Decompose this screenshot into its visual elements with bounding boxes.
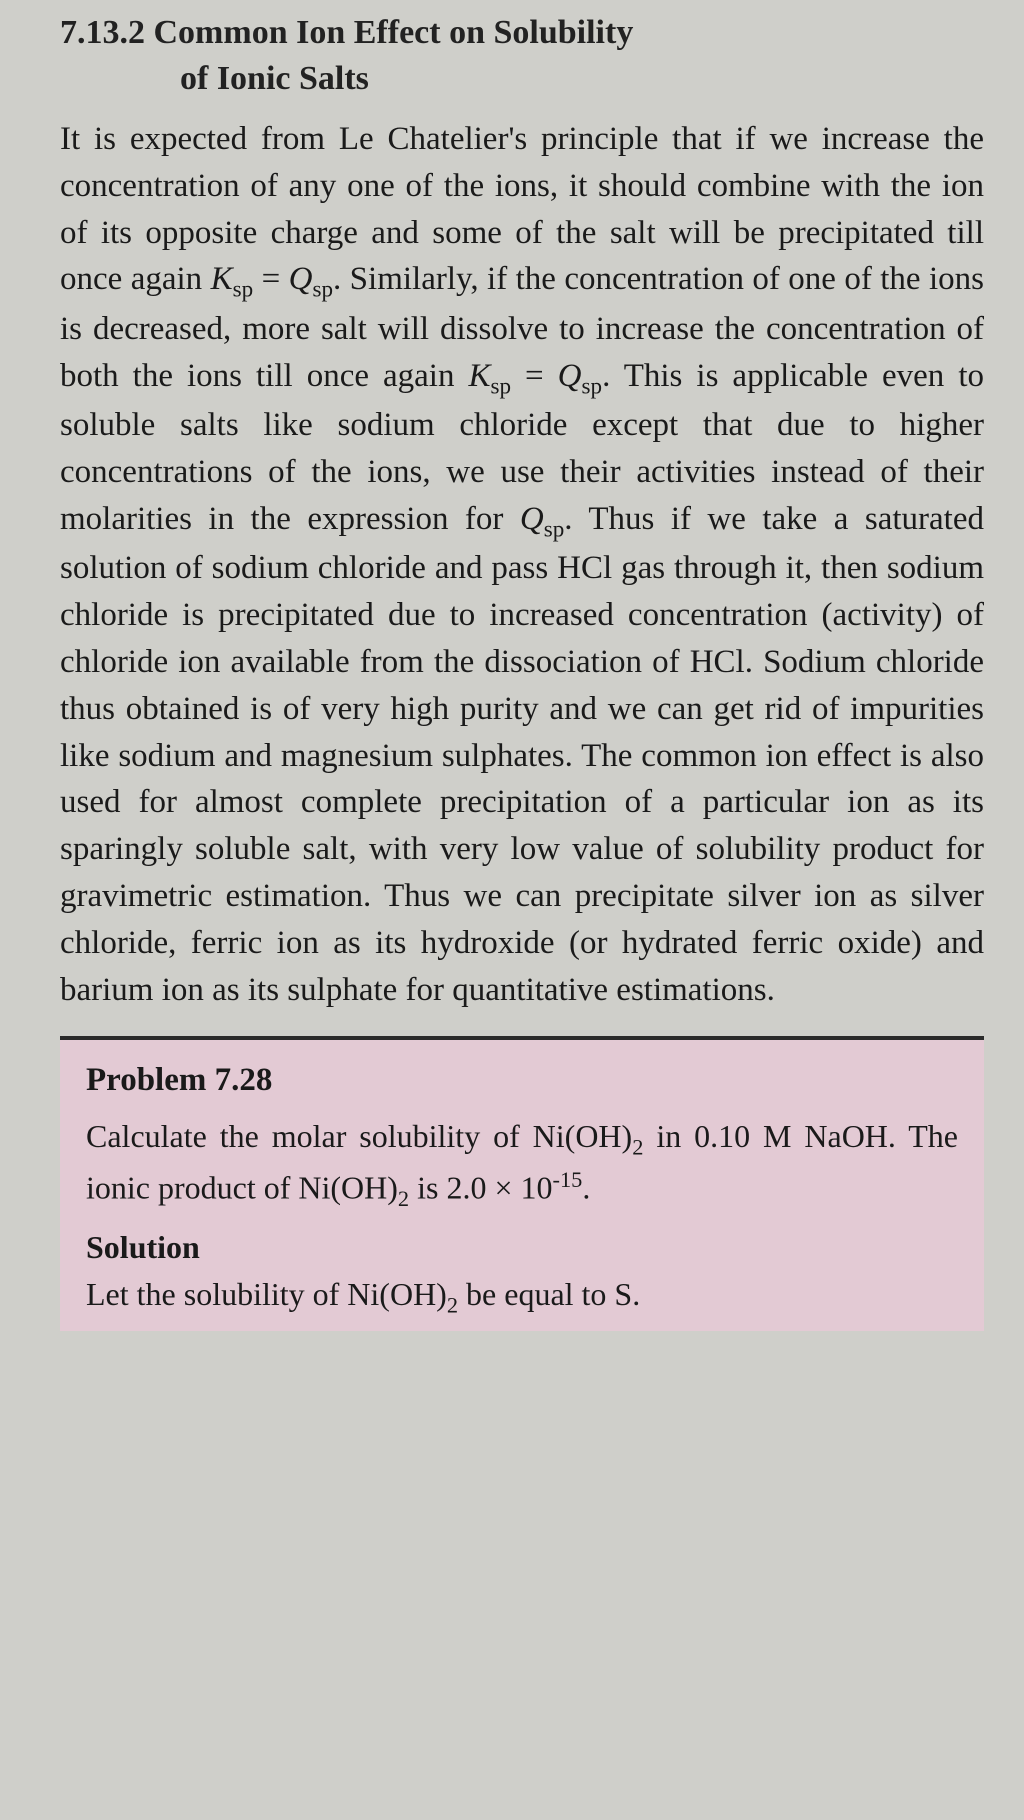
ksp-subscript: sp — [233, 276, 254, 302]
qsp-symbol: Q — [289, 261, 313, 297]
body-paragraph: It is expected from Le Chatelier's princ… — [60, 116, 984, 1014]
body-text-d: . Thus if we take a saturated solution o… — [60, 501, 984, 1008]
section-title-line2: of Ionic Salts — [60, 60, 369, 97]
section-title-line1: Common Ion Effect on Solubility — [154, 14, 634, 51]
problem-label: Problem 7.28 — [86, 1062, 958, 1099]
problem-sup-neg15: -15 — [553, 1167, 583, 1192]
solution-label: Solution — [86, 1229, 958, 1266]
ksp2-subscript: sp — [490, 372, 511, 398]
qsp2-subscript: sp — [582, 372, 603, 398]
ksp-symbol: K — [211, 261, 233, 297]
problem-statement: Calculate the molar solubility of Ni(OH)… — [86, 1113, 958, 1215]
section-heading: 7.13.2 Common Ion Effect on Solubility o… — [60, 10, 984, 102]
ksp2-symbol: K — [468, 358, 490, 394]
section-number: 7.13.2 — [60, 14, 145, 51]
problem-sub2-b: 2 — [398, 1186, 409, 1211]
problem-text-a: Calculate the molar solubility of Ni(OH) — [86, 1118, 632, 1154]
problem-text-c: is 2.0 × 10 — [409, 1169, 552, 1205]
qsp2-symbol: Q — [558, 358, 582, 394]
problem-text-d: . — [582, 1169, 590, 1205]
solution-text-b: be equal to S. — [458, 1276, 640, 1312]
qsp-subscript: sp — [312, 276, 333, 302]
solution-sub2: 2 — [447, 1292, 458, 1317]
solution-text-a: Let the solubility of Ni(OH) — [86, 1276, 447, 1312]
qsp3-subscript: sp — [544, 515, 565, 541]
solution-text: Let the solubility of Ni(OH)2 be equal t… — [86, 1272, 958, 1321]
problem-box: Problem 7.28 Calculate the molar solubil… — [60, 1036, 984, 1331]
equals-1: = — [253, 261, 288, 297]
qsp3-symbol: Q — [520, 501, 544, 537]
equals-2: = — [511, 358, 558, 394]
problem-sub2-a: 2 — [632, 1134, 643, 1159]
